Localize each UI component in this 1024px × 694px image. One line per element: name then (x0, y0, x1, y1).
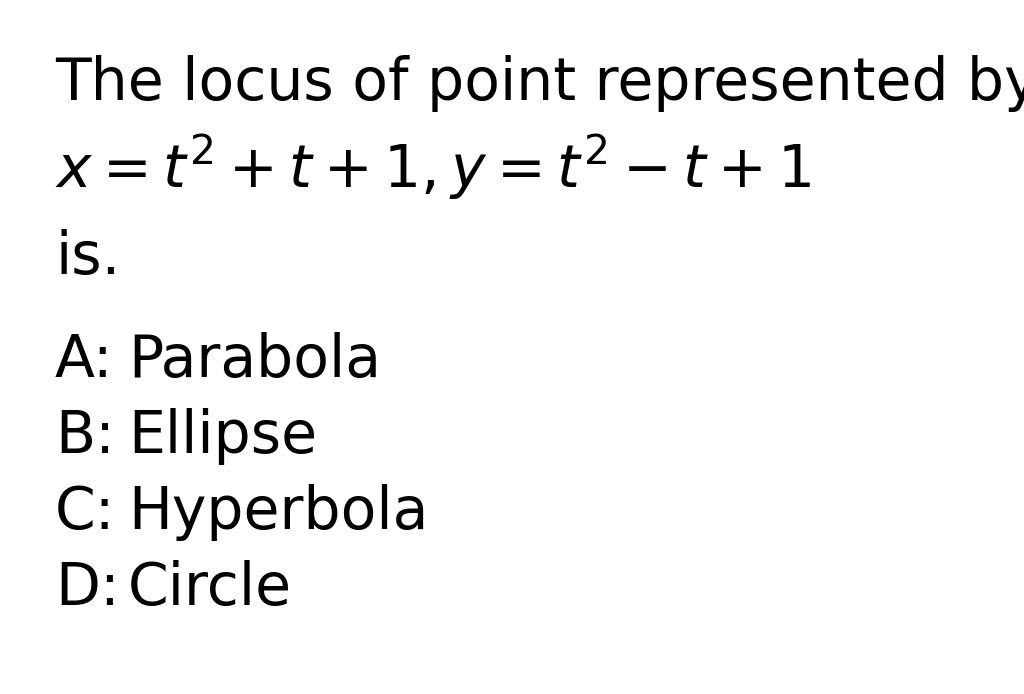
Text: C:: C: (55, 484, 116, 541)
Text: Hyperbola: Hyperbola (128, 484, 428, 541)
Text: D:: D: (55, 560, 120, 617)
Text: $x = t^2 + t + 1, y = t^2 - t + 1$: $x = t^2 + t + 1, y = t^2 - t + 1$ (55, 133, 811, 202)
Text: Parabola: Parabola (128, 332, 381, 389)
Text: Ellipse: Ellipse (128, 408, 317, 465)
Text: is.: is. (55, 229, 120, 286)
Text: A:: A: (55, 332, 114, 389)
Text: B:: B: (55, 408, 115, 465)
Text: Circle: Circle (128, 560, 292, 617)
Text: The locus of point represented by: The locus of point represented by (55, 55, 1024, 112)
